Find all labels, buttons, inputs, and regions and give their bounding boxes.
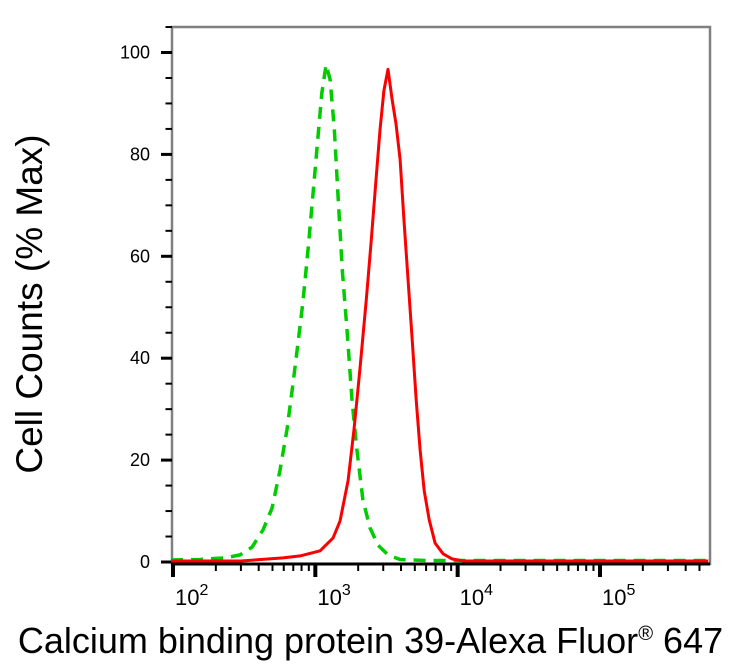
y-tick-label: 20 xyxy=(130,450,150,470)
y-tick-label: 80 xyxy=(130,144,150,164)
y-tick-label: 0 xyxy=(140,552,150,572)
x-tick-label: 102 xyxy=(175,582,208,610)
x-axis-title-main: Calcium binding protein 39-Alexa Fluor xyxy=(17,620,639,661)
histogram-plot: 0 20 40 60 80 100 102 103 104 105 xyxy=(120,25,712,610)
x-axis-title: Calcium binding protein 39-Alexa Fluor® … xyxy=(0,620,741,662)
x-axis-title-suffix: 647 xyxy=(653,620,724,661)
x-tick-label: 104 xyxy=(460,582,493,610)
y-tick-label: 100 xyxy=(120,43,150,63)
red-solid-stained-curve xyxy=(171,67,709,563)
y-axis-title: Cell Counts (% Max) xyxy=(9,134,50,474)
y-tick-label: 40 xyxy=(130,348,150,368)
y-tick-label: 60 xyxy=(130,246,150,266)
plot-frame xyxy=(170,25,712,566)
x-tick-label: 105 xyxy=(602,582,635,610)
x-tick-label: 103 xyxy=(317,582,350,610)
green-dashed-control-curve xyxy=(171,62,709,563)
registered-trademark-symbol: ® xyxy=(638,623,654,645)
